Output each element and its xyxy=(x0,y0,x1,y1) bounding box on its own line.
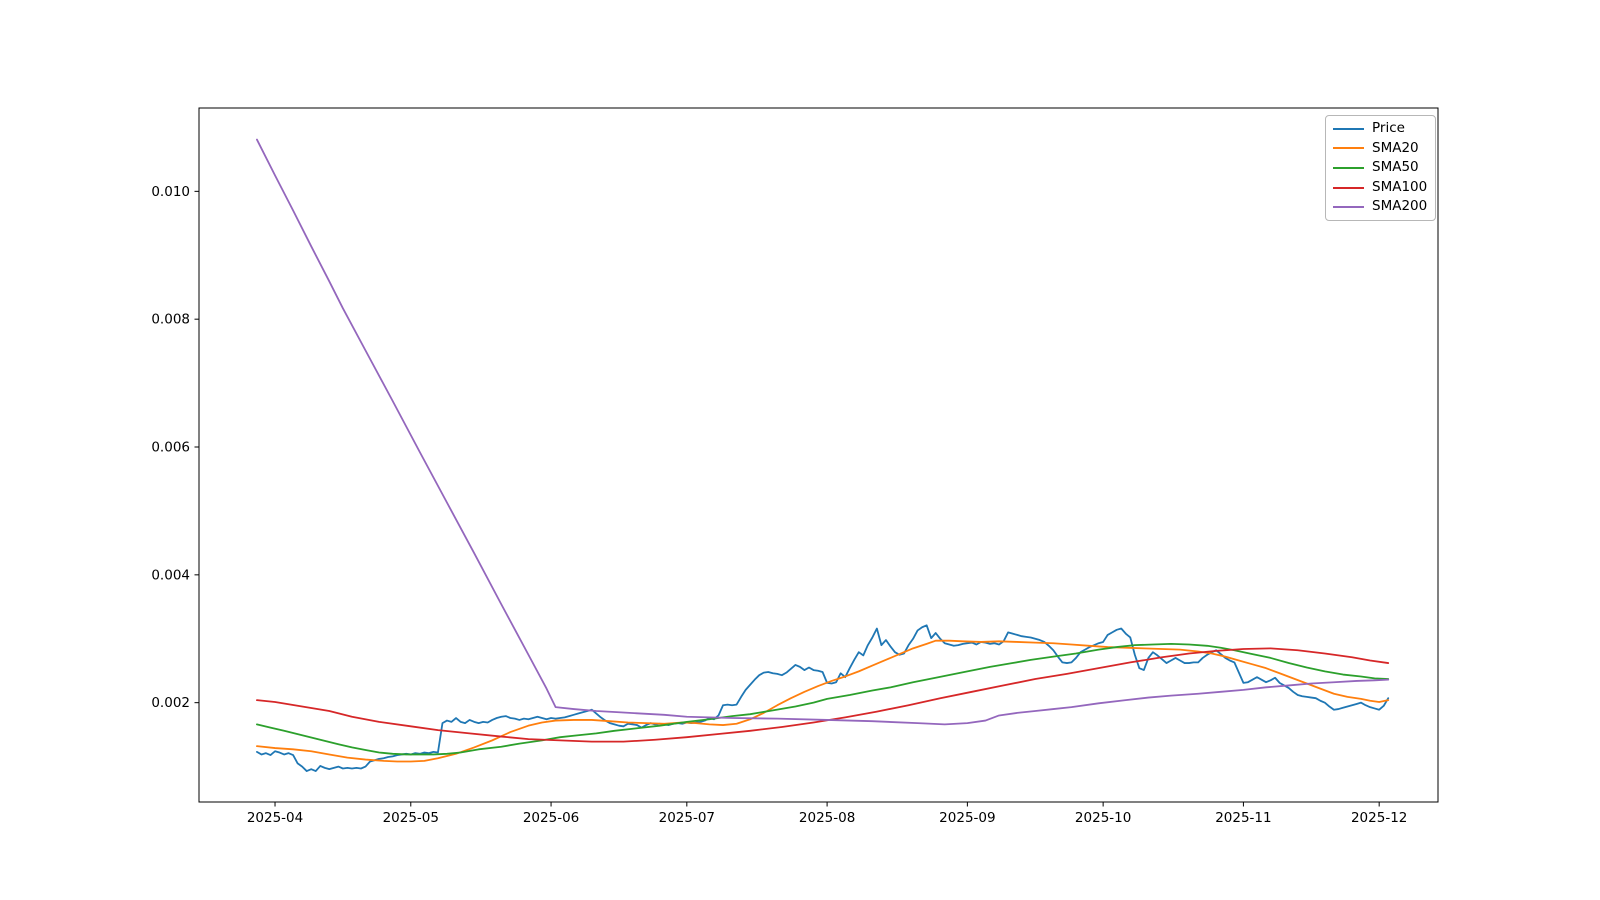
y-tick-label: 0.004 xyxy=(151,567,190,583)
price-line-swatch xyxy=(1333,127,1364,130)
sma100-line xyxy=(256,647,1390,743)
y-tick-label: 0.008 xyxy=(151,312,190,328)
legend-item-sma50: SMA50 xyxy=(1333,159,1428,177)
x-tick-label: 2025-08 xyxy=(799,810,855,826)
y-tick-label: 0.002 xyxy=(151,695,190,711)
x-tick-label: 2025-05 xyxy=(383,810,439,826)
legend-item-sma100: SMA100 xyxy=(1333,179,1428,197)
x-tick-label: 2025-06 xyxy=(523,810,579,826)
sma200-line xyxy=(256,138,1390,726)
legend-label-price: Price xyxy=(1372,120,1405,137)
x-tick-label: 2025-04 xyxy=(247,810,303,826)
y-tick-label: 0.006 xyxy=(151,440,190,456)
legend-item-sma200: SMA200 xyxy=(1333,198,1428,216)
x-tick-label: 2025-09 xyxy=(939,810,995,826)
sma20-line-swatch xyxy=(1333,147,1364,150)
sma50-line-swatch xyxy=(1333,166,1364,169)
x-tick-label: 2025-07 xyxy=(659,810,715,826)
legend-item-price: Price xyxy=(1333,120,1428,138)
plot-frame xyxy=(198,107,1439,803)
price-line xyxy=(256,624,1390,772)
legend-item-sma20: SMA20 xyxy=(1333,139,1428,157)
legend-label-sma200: SMA200 xyxy=(1372,198,1428,215)
legend-label-sma20: SMA20 xyxy=(1372,139,1419,156)
x-tick-label: 2025-12 xyxy=(1351,810,1407,826)
legend-label-sma100: SMA100 xyxy=(1372,178,1428,195)
x-tick-label: 2025-11 xyxy=(1215,810,1271,826)
sma50-line xyxy=(256,642,1390,756)
y-tick-label: 0.010 xyxy=(151,184,190,200)
sma100-line-swatch xyxy=(1333,186,1364,189)
sma20-line xyxy=(256,639,1390,763)
x-tick-label: 2025-10 xyxy=(1075,810,1131,826)
legend: Price SMA20 SMA50 SMA100 SMA200 xyxy=(1325,115,1436,221)
sma200-line-swatch xyxy=(1333,206,1364,209)
legend-label-sma50: SMA50 xyxy=(1372,159,1419,176)
